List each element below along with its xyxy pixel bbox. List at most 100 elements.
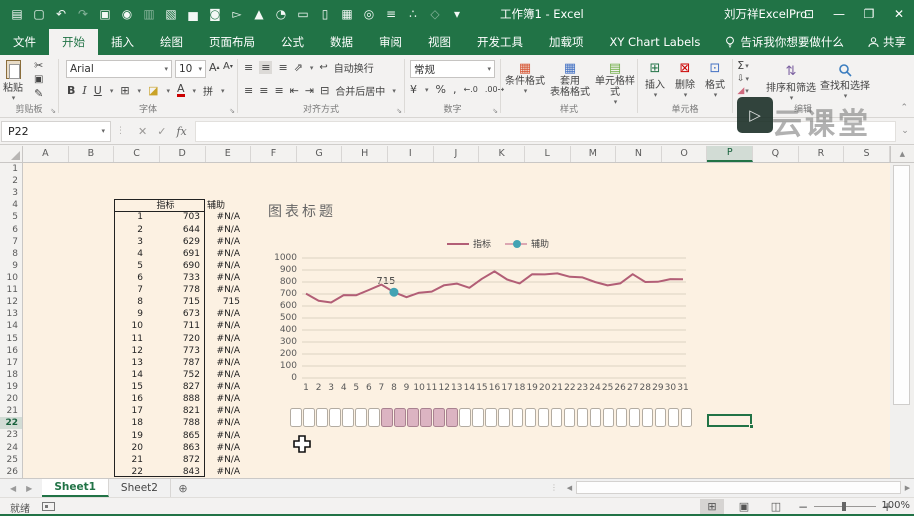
delete-cells-button[interactable]: ⊠ 删除 ▾ [675,60,695,100]
row-header-7[interactable]: 7 [12,236,18,247]
normal-view-icon[interactable]: ⊞ [700,499,724,514]
column-header-F[interactable]: F [251,146,297,162]
align-center-icon[interactable]: ≡ [259,84,269,97]
row-header-20[interactable]: 20 [6,394,18,405]
redo-icon[interactable]: ↷ [77,7,89,21]
vertical-scrollbar[interactable] [890,163,914,478]
cell-aux[interactable]: #N/A [216,285,240,296]
number-format-combo[interactable]: 常规 ▾ [410,60,495,78]
clear-icon[interactable]: ◢ ▾ [737,86,749,96]
row-header-13[interactable]: 13 [6,309,18,320]
cell-index[interactable]: 17 [131,406,143,417]
cell-index[interactable]: 22 [131,466,143,477]
align-right-icon[interactable]: ≡ [274,84,284,97]
legend-item-auxiliary[interactable]: 辅助 [505,237,549,250]
chart-title[interactable]: 图表标题 [268,204,336,220]
column-header-J[interactable]: J [434,146,480,162]
decrease-decimal-icon[interactable]: .00→ [484,85,505,94]
cell-index[interactable]: 5 [137,260,143,271]
triangle-shape-icon[interactable]: ▲ [254,7,264,21]
format-painter-icon[interactable]: ✎ [34,87,44,100]
cell-styles-button[interactable]: ▤ 单元格样式 ▾ [595,60,635,107]
row-header-6[interactable]: 6 [12,224,18,235]
row-header-8[interactable]: 8 [12,248,18,259]
row-header-3[interactable]: 3 [12,188,18,199]
page-break-view-icon[interactable]: ◫ [770,500,782,513]
day-box-28[interactable] [641,408,654,427]
cell-value[interactable]: 872 [182,454,200,465]
camera-icon[interactable]: ◙ [209,7,221,21]
cell-aux[interactable]: #N/A [216,357,240,368]
cell-value[interactable]: 787 [182,357,200,368]
row-header-25[interactable]: 25 [6,454,18,465]
row-header-23[interactable]: 23 [6,430,18,441]
expand-formula-bar-icon[interactable]: ⌄ [901,126,909,136]
column-header-G[interactable]: G [297,146,343,162]
sheet-canvas[interactable]: 指标 辅助 1 703 #N/A 2 644 #N/A 3 629 #N/A 4 691 #N/A 5 6… [23,163,890,478]
cell-value[interactable]: 888 [182,394,200,405]
cell-index[interactable]: 15 [131,382,143,393]
cell-index[interactable]: 8 [137,297,143,308]
cell-value[interactable]: 673 [182,309,200,320]
cell-index[interactable]: 10 [131,321,143,332]
enter-formula-icon[interactable]: ✓ [157,124,167,138]
tab-developer[interactable]: 开发工具 [477,35,523,49]
tab-add-ins[interactable]: 加载项 [549,35,584,49]
print-preview-icon[interactable]: ▣ [99,7,111,21]
day-box-5[interactable] [342,408,354,427]
tab-view[interactable]: 视图 [428,35,451,49]
day-box-3[interactable] [316,408,328,427]
touch-mode-icon[interactable]: ◉ [121,7,133,21]
pie-chart-icon[interactable]: ◔ [275,7,287,21]
vertical-scroll-up-icon[interactable]: ▲ [889,146,914,162]
page-layout-view-icon[interactable]: ▣ [738,500,750,513]
merge-center-button[interactable]: 合并后居中 [335,87,386,98]
cell-value[interactable]: 821 [182,406,200,417]
day-box-17[interactable] [498,408,510,427]
tab-review[interactable]: 审阅 [379,35,402,49]
row-header-26[interactable]: 26 [6,466,18,477]
format-as-table-button[interactable]: ▦ 套用 表格格式 [550,60,590,99]
column-header-P[interactable]: P [707,146,753,162]
increase-indent-icon[interactable]: ⇥ [304,84,315,97]
cell-value[interactable]: 827 [182,382,200,393]
close-icon[interactable]: ✕ [893,7,905,21]
cell-aux[interactable]: #N/A [216,321,240,332]
hscroll-right-icon[interactable]: ▶ [904,483,911,492]
selected-cell-P22[interactable] [707,414,752,427]
day-box-25[interactable] [602,408,615,427]
align-bottom-icon[interactable]: ≡ [278,61,288,74]
cell-aux[interactable]: #N/A [216,248,240,259]
row-header-24[interactable]: 24 [6,442,18,453]
record-macro-icon[interactable]: ◎ [363,7,375,21]
percent-style-icon[interactable]: % [435,83,446,96]
horizontal-scrollbar[interactable]: ⋮ ◀ ▶ [545,480,914,495]
day-box-9[interactable] [394,408,406,427]
column-header-H[interactable]: H [342,146,388,162]
new-sheet-icon[interactable]: ⊕ [178,481,188,495]
row-header-12[interactable]: 12 [6,297,18,308]
grow-font-icon[interactable]: A ▴ [209,61,220,74]
cell-aux[interactable]: #N/A [216,454,240,465]
grid-view-icon[interactable]: ▦ [341,7,353,21]
row-header-4[interactable]: 4 [12,200,18,211]
column-header-D[interactable]: D [160,146,206,162]
tab-data[interactable]: 数据 [330,35,353,49]
row-header-21[interactable]: 21 [6,406,18,417]
autosum-icon[interactable]: Σ ▾ [737,59,749,72]
cell-value[interactable]: 703 [182,212,200,223]
cell-value[interactable]: 691 [182,248,200,259]
insert-function-icon[interactable]: fx [176,124,187,138]
share-button[interactable]: 共享 [868,29,906,55]
sheet-tab-sheet1[interactable]: Sheet1 [42,479,109,497]
font-color-icon[interactable]: A [176,82,185,97]
borders-icon[interactable]: ⊞ [120,84,130,97]
column-header-I[interactable]: I [388,146,434,162]
shapes-icon[interactable]: ◇ [430,7,440,21]
column-header-M[interactable]: M [571,146,617,162]
rectangle-shape-icon[interactable]: ▯ [321,7,329,21]
sheet-nav-next-icon[interactable]: ▶ [26,483,33,493]
row-header-11[interactable]: 11 [6,285,18,296]
day-box-10[interactable] [407,408,419,427]
cell-aux[interactable]: #N/A [216,418,240,429]
